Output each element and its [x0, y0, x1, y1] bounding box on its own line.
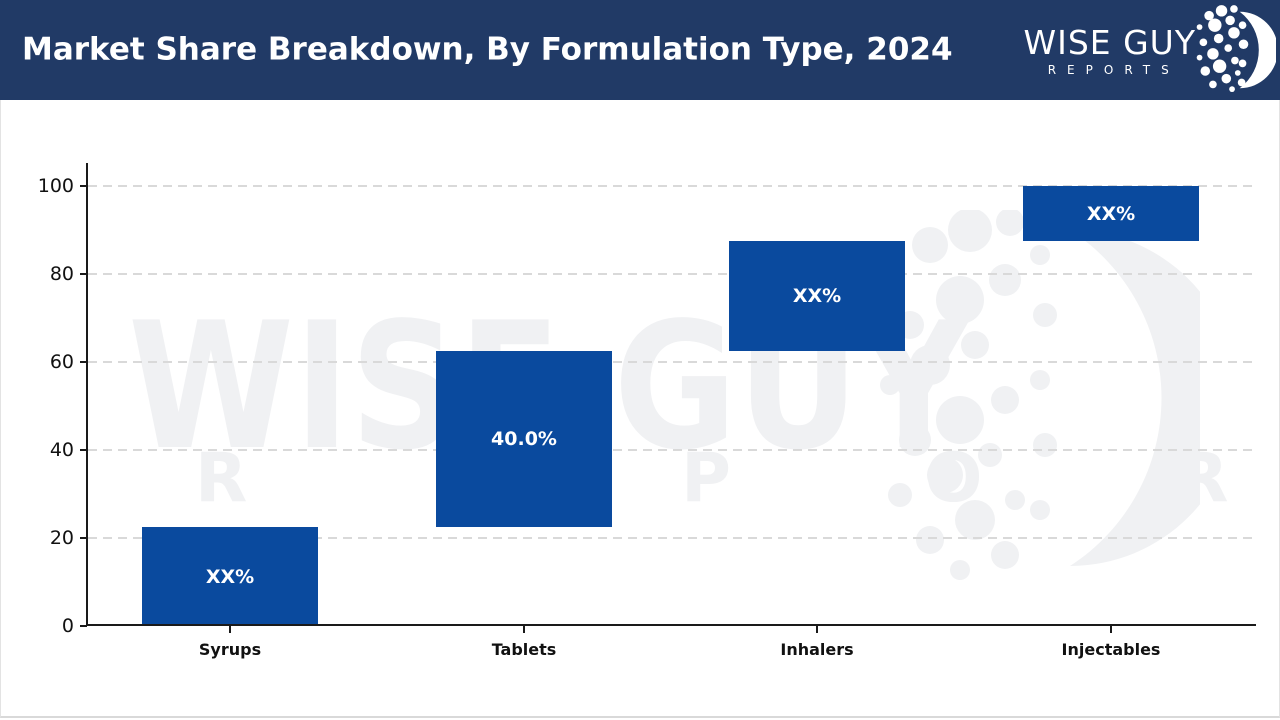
watermark-brand-subtitle: R E P O R T S: [195, 439, 1280, 518]
gridline-60: [88, 361, 1256, 363]
brand-logo: WISE GUY REPORTS: [1023, 4, 1276, 96]
bar-injectables: XX%: [1023, 186, 1199, 241]
watermark-head-profile-icon: [878, 210, 1200, 580]
page-title: Market Share Breakdown, By Formulation T…: [22, 31, 953, 68]
bar-tablets: 40.0%: [436, 351, 612, 527]
header-band: Market Share Breakdown, By Formulation T…: [0, 0, 1280, 100]
gridline-100: [88, 185, 1256, 187]
x-tick-mark-syrups: [229, 626, 231, 633]
y-tick-label-20: 20: [49, 527, 74, 549]
x-axis-label-syrups: Syrups: [198, 640, 262, 659]
y-tick-mark-80: [80, 273, 87, 275]
y-tick-label-60: 60: [49, 351, 74, 373]
brand-logo-text: WISE GUY REPORTS: [1023, 23, 1196, 77]
head-profile-icon: [1196, 5, 1276, 93]
y-tick-mark-100: [80, 185, 87, 187]
x-tick-mark-tablets: [523, 626, 525, 633]
gridline-80: [88, 273, 1256, 275]
bar-value-label: 40.0%: [491, 428, 557, 450]
y-tick-label-100: 100: [37, 175, 74, 197]
x-axis-line: [86, 624, 1256, 626]
y-tick-label-80: 80: [49, 263, 74, 285]
y-axis-line: [86, 163, 88, 626]
gridline-20: [88, 537, 1256, 539]
y-tick-mark-0: [80, 625, 87, 627]
y-tick-mark-20: [80, 537, 87, 539]
y-tick-mark-40: [80, 449, 87, 451]
bar-value-label: XX%: [792, 285, 842, 307]
gridline-40: [88, 449, 1256, 451]
y-tick-label-40: 40: [49, 439, 74, 461]
bar-value-label: XX%: [205, 565, 255, 588]
bar-value-label: XX%: [1086, 202, 1136, 225]
bar-syrups: XX%: [142, 527, 318, 626]
y-tick-mark-60: [80, 361, 87, 363]
y-tick-label-0: 0: [61, 615, 74, 637]
x-tick-mark-injectables: [1110, 626, 1112, 633]
x-axis-label-tablets: Tablets: [491, 640, 557, 659]
x-tick-mark-inhalers: [816, 626, 818, 633]
x-axis-label-inhalers: Inhalers: [780, 640, 854, 659]
brand-name: WISE GUY: [1023, 23, 1196, 62]
brand-subtitle: REPORTS: [1047, 63, 1180, 77]
bar-inhalers: XX%: [729, 241, 905, 351]
x-axis-label-injectables: Injectables: [1061, 640, 1161, 659]
